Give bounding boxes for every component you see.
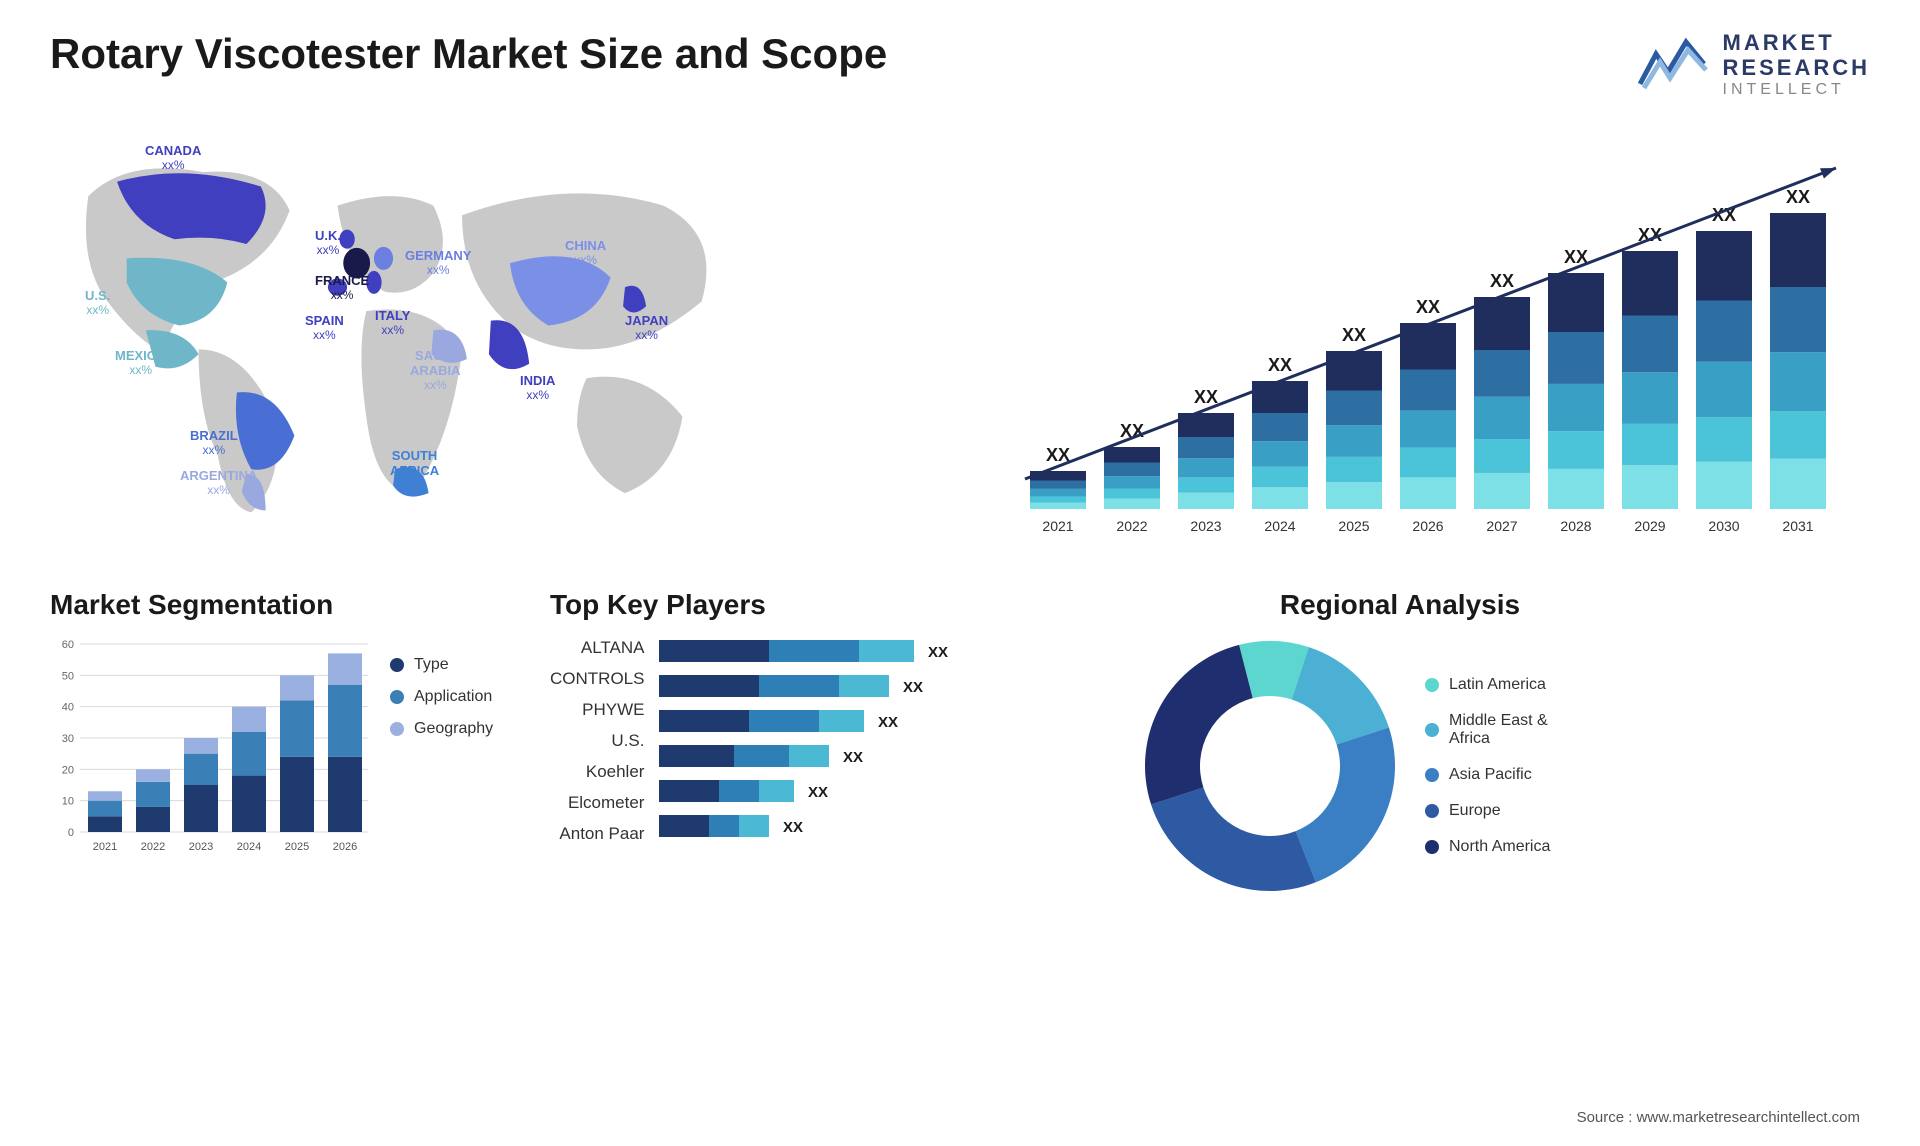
svg-text:2021: 2021 <box>1042 518 1073 534</box>
logo-line1: MARKET <box>1723 30 1870 55</box>
svg-text:2022: 2022 <box>1116 518 1147 534</box>
svg-text:XX: XX <box>1268 355 1292 375</box>
player-u-s-: U.S. <box>550 731 644 751</box>
regional-donut <box>1140 636 1400 896</box>
page-title: Rotary Viscotester Market Size and Scope <box>50 30 887 78</box>
svg-text:XX: XX <box>878 714 898 731</box>
seg-legend-application: Application <box>390 688 493 706</box>
svg-text:XX: XX <box>808 784 828 801</box>
svg-text:0: 0 <box>68 827 74 839</box>
regional-legend: Latin America Middle East &Africa Asia Pac… <box>1425 676 1550 856</box>
map-label-argentina: ARGENTINAxx% <box>180 469 257 498</box>
map-label-india: INDIAxx% <box>520 374 555 403</box>
segmentation-chart: 0 10 20 30 40 50 60 2021 2022 2023 2024 2025 2026 <box>50 636 370 856</box>
map-label-france: FRANCExx% <box>315 274 369 303</box>
seg-legend-geography: Geography <box>390 720 493 738</box>
regional-section: Regional Analysis Latin America Middle Ea… <box>1140 589 1660 896</box>
svg-text:2030: 2030 <box>1708 518 1739 534</box>
map-label-canada: CANADAxx% <box>145 144 201 173</box>
svg-text:XX: XX <box>1490 271 1514 291</box>
player-phywe: PHYWE <box>550 700 644 720</box>
svg-text:XX: XX <box>1342 325 1366 345</box>
map-label-japan: JAPANxx% <box>625 314 668 343</box>
map-label-italy: ITALYxx% <box>375 309 410 338</box>
svg-text:2023: 2023 <box>1190 518 1221 534</box>
map-label-china: CHINAxx% <box>565 239 606 268</box>
player-anton-paar: Anton Paar <box>550 824 644 844</box>
svg-text:2026: 2026 <box>1412 518 1443 534</box>
source-text: Source : www.marketresearchintellect.com <box>1577 1109 1860 1126</box>
growth-bar-chart: XX2021XX2022XX2023XX2024XX2025XX2026XX20… <box>1010 129 1870 549</box>
world-map: CANADAxx% U.S.xx% MEXICOxx% BRAZILxx% ARGENT… <box>50 129 970 549</box>
svg-text:2024: 2024 <box>237 841 261 853</box>
svg-text:2031: 2031 <box>1782 518 1813 534</box>
svg-text:20: 20 <box>62 764 74 776</box>
svg-text:2023: 2023 <box>189 841 213 853</box>
map-label-south-africa: SOUTHAFRICAxx% <box>390 449 439 493</box>
regional-title: Regional Analysis <box>1140 589 1660 621</box>
svg-text:XX: XX <box>1194 387 1218 407</box>
map-label-u-s-: U.S.xx% <box>85 289 110 318</box>
svg-text:XX: XX <box>928 644 948 661</box>
svg-text:2022: 2022 <box>141 841 165 853</box>
segmentation-title: Market Segmentation <box>50 589 520 621</box>
svg-text:XX: XX <box>843 749 863 766</box>
svg-text:2024: 2024 <box>1264 518 1295 534</box>
svg-text:2027: 2027 <box>1486 518 1517 534</box>
player-altana: ALTANA <box>550 638 644 658</box>
segmentation-legend: Type Application Geography <box>390 636 493 856</box>
svg-text:XX: XX <box>783 819 803 836</box>
svg-text:2025: 2025 <box>285 841 309 853</box>
svg-text:XX: XX <box>1786 187 1810 207</box>
key-players-section: Top Key Players ALTANA CONTROLS PHYWE U.S. K… <box>550 589 1110 896</box>
svg-text:10: 10 <box>62 796 74 808</box>
key-players-chart: XX XX XX XX XX XX <box>659 636 1039 871</box>
region-legend-europe: Europe <box>1425 802 1550 820</box>
map-label-saudi-arabia: SAUDIARABIAxx% <box>410 349 461 393</box>
map-label-u-k-: U.K.xx% <box>315 229 341 258</box>
svg-text:30: 30 <box>62 733 74 745</box>
logo-icon <box>1638 34 1708 94</box>
svg-text:2025: 2025 <box>1338 518 1369 534</box>
region-legend-asia-pacific: Asia Pacific <box>1425 766 1550 784</box>
region-legend-middle-east-africa: Middle East &Africa <box>1425 712 1550 748</box>
map-label-mexico: MEXICOxx% <box>115 349 166 378</box>
map-label-brazil: BRAZILxx% <box>190 429 238 458</box>
svg-text:2028: 2028 <box>1560 518 1591 534</box>
map-label-germany: GERMANYxx% <box>405 249 471 278</box>
svg-text:50: 50 <box>62 670 74 682</box>
logo-line3: INTELLECT <box>1723 81 1870 99</box>
logo-line2: RESEARCH <box>1723 55 1870 80</box>
player-koehler: Koehler <box>550 762 644 782</box>
region-legend-latin-america: Latin America <box>1425 676 1550 694</box>
key-players-title: Top Key Players <box>550 589 1110 621</box>
svg-text:XX: XX <box>903 679 923 696</box>
key-players-names: ALTANA CONTROLS PHYWE U.S. Koehler Elcometer A… <box>550 636 644 871</box>
svg-text:2029: 2029 <box>1634 518 1665 534</box>
svg-text:2021: 2021 <box>93 841 117 853</box>
svg-text:40: 40 <box>62 702 74 714</box>
map-label-spain: SPAINxx% <box>305 314 344 343</box>
region-legend-north-america: North America <box>1425 838 1550 856</box>
player-elcometer: Elcometer <box>550 793 644 813</box>
player-controls: CONTROLS <box>550 669 644 689</box>
svg-text:2026: 2026 <box>333 841 357 853</box>
svg-text:60: 60 <box>62 639 74 651</box>
segmentation-section: Market Segmentation 0 10 20 30 40 50 60 2021 202… <box>50 589 520 896</box>
brand-logo: MARKET RESEARCH INTELLECT <box>1638 30 1870 99</box>
svg-text:XX: XX <box>1416 297 1440 317</box>
seg-legend-type: Type <box>390 656 493 674</box>
